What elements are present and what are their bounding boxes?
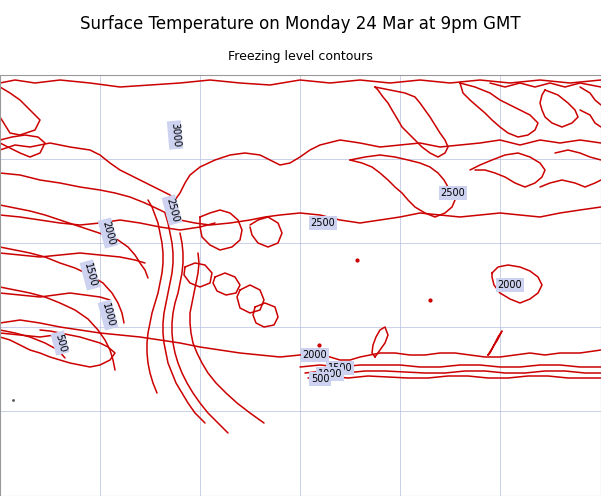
Text: 2500: 2500 (441, 188, 465, 198)
Text: 1500: 1500 (82, 262, 98, 288)
Text: Surface Temperature on Monday 24 Mar at 9pm GMT: Surface Temperature on Monday 24 Mar at … (80, 15, 521, 33)
Text: 1000: 1000 (318, 369, 342, 379)
Text: 2000: 2000 (498, 280, 522, 290)
Text: 500: 500 (311, 374, 329, 384)
Text: 2500: 2500 (311, 218, 335, 228)
Text: Freezing level contours: Freezing level contours (228, 50, 373, 63)
Text: 500: 500 (53, 333, 67, 353)
Text: 3000: 3000 (169, 123, 181, 148)
Text: 2000: 2000 (303, 350, 328, 360)
Text: 2500: 2500 (164, 197, 180, 223)
Text: 2000: 2000 (100, 220, 116, 246)
Text: 1500: 1500 (328, 363, 352, 373)
Text: 1000: 1000 (100, 302, 116, 328)
